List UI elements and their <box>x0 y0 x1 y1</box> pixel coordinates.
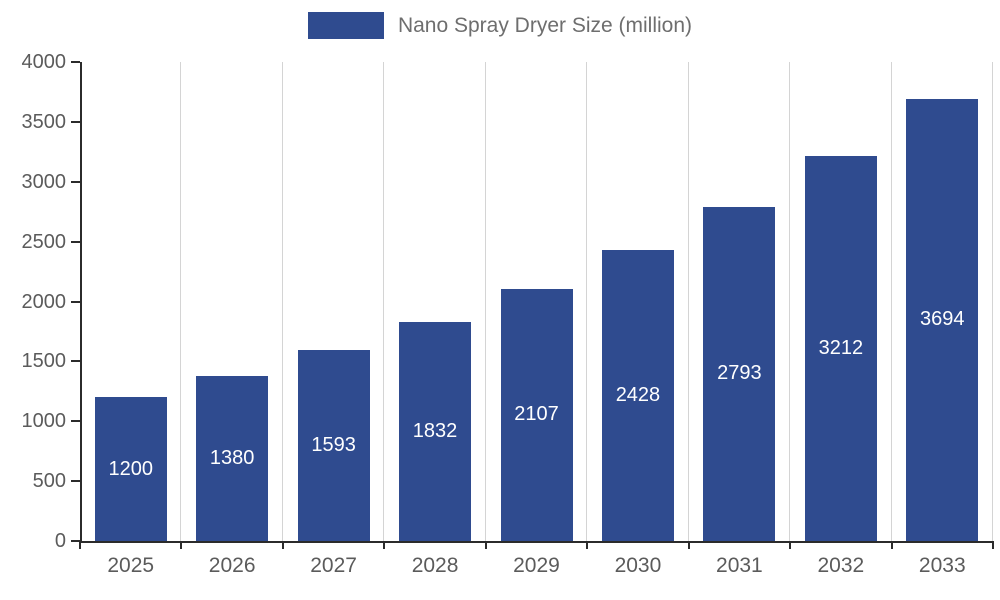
x-category-label: 2027 <box>310 554 357 577</box>
y-tick-label: 1500 <box>21 350 67 373</box>
y-tick <box>71 540 80 542</box>
x-category-label: 2026 <box>208 554 256 577</box>
bar-value-label: 2107 <box>514 403 559 426</box>
bar: 1593 <box>297 350 370 541</box>
y-tick-label: 2500 <box>21 230 67 253</box>
legend-swatch <box>307 12 384 39</box>
bar-value-label: 3212 <box>818 337 864 360</box>
bar: 2793 <box>703 206 776 541</box>
y-tick-label: 0 <box>54 530 66 552</box>
bar: 3694 <box>906 98 979 541</box>
y-tick-label: 2000 <box>21 290 67 313</box>
bar-value-label: 2428 <box>615 384 661 407</box>
y-tick-label: 3500 <box>21 110 67 133</box>
y-tick-label: 3000 <box>21 170 67 193</box>
bar: 2428 <box>601 250 674 541</box>
bar-value-label: 1380 <box>209 446 255 469</box>
y-tick <box>71 480 80 483</box>
bar-value-label: 1832 <box>412 419 458 442</box>
y-tick <box>71 300 80 303</box>
x-tick <box>586 541 589 549</box>
x-category-label: 2030 <box>614 554 662 577</box>
bar-value-label: 2793 <box>717 362 762 385</box>
y-tick-label: 1000 <box>21 410 67 433</box>
gridline-vertical <box>281 62 283 541</box>
bar-value-label: 1200 <box>108 457 153 480</box>
x-tick <box>992 541 994 549</box>
bar: 3212 <box>804 156 877 541</box>
x-category-label: 2028 <box>411 554 459 577</box>
plot-area: 0 500 1000 1500 2000 2500 3000 3500 4000 1200 2025… <box>22 52 994 577</box>
y-tick <box>71 180 80 183</box>
x-tick <box>789 541 792 549</box>
x-category-label: 2025 <box>107 554 155 577</box>
gridline-vertical <box>180 62 182 541</box>
y-tick-label: 500 <box>32 470 66 493</box>
x-category-label: 2033 <box>918 554 966 577</box>
gridline-vertical <box>992 62 993 541</box>
gridline-vertical <box>383 62 385 541</box>
x-category-label: 2029 <box>513 554 560 577</box>
bar: 1832 <box>399 321 472 541</box>
y-tick <box>71 120 80 123</box>
gridline-vertical <box>789 62 791 541</box>
bar: 1380 <box>196 375 269 541</box>
y-tick <box>71 420 80 423</box>
x-tick <box>281 541 284 549</box>
bar: 2107 <box>500 288 573 541</box>
y-tick <box>71 360 80 363</box>
x-tick <box>890 541 893 549</box>
bar: 1200 <box>94 397 167 541</box>
y-tick <box>71 61 80 63</box>
gridline-vertical <box>586 62 588 541</box>
x-tick <box>79 541 81 549</box>
bar-value-label: 1593 <box>311 434 356 457</box>
x-axis-line <box>80 541 993 543</box>
legend-label: Nano Spray Dryer Size (million) <box>397 13 693 37</box>
bar-value-label: 3694 <box>920 308 965 331</box>
y-axis-line <box>80 62 82 541</box>
x-category-label: 2031 <box>716 554 763 577</box>
x-tick <box>687 541 690 549</box>
x-tick <box>383 541 386 549</box>
y-tick <box>71 240 80 243</box>
x-tick <box>180 541 183 549</box>
x-tick <box>484 541 487 549</box>
x-category-label: 2032 <box>817 554 865 577</box>
y-tick-label: 4000 <box>21 51 67 73</box>
gridline-vertical <box>890 62 892 541</box>
legend: Nano Spray Dryer Size (million) <box>0 12 1000 39</box>
gridline-vertical <box>484 62 486 541</box>
gridline-vertical <box>687 62 689 541</box>
